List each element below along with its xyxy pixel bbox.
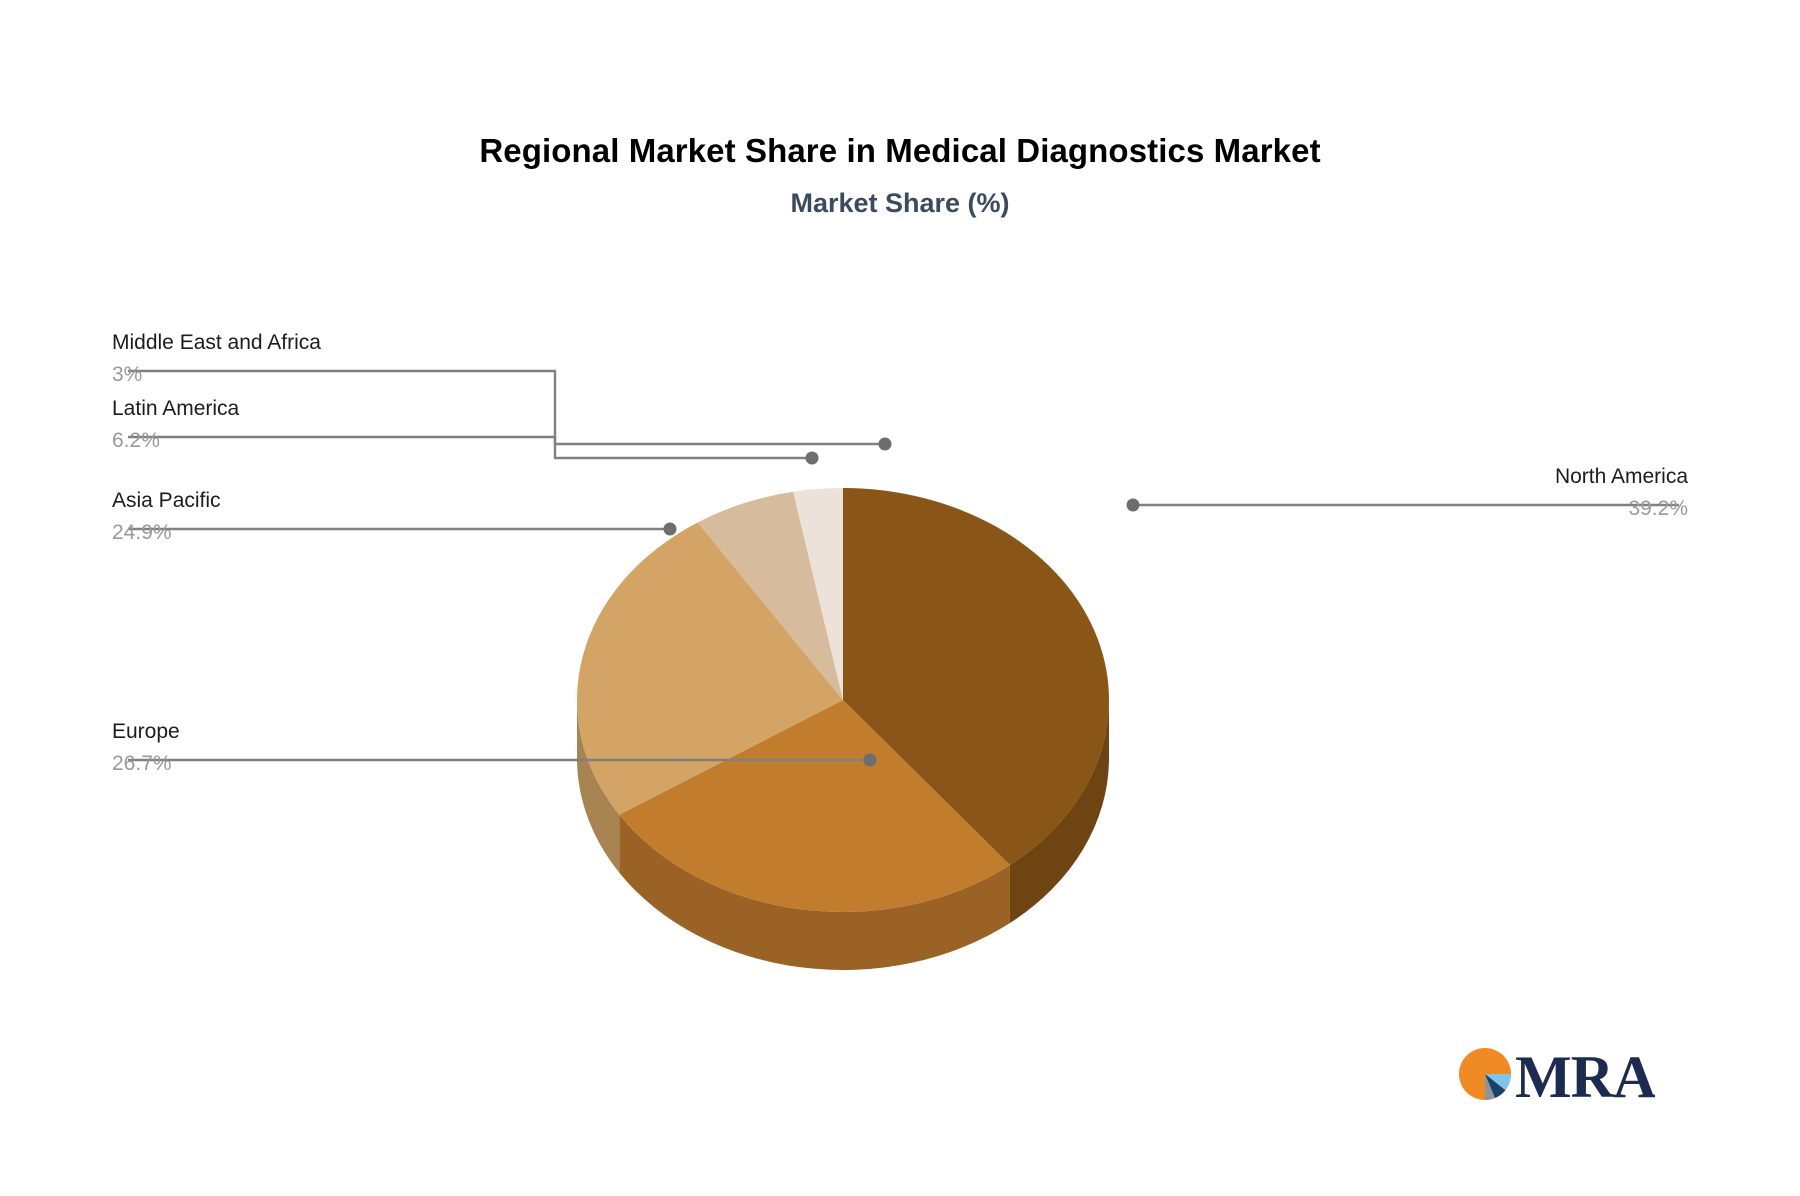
pie-slice-europe[interactable]	[619, 700, 1010, 913]
callout-category-north-america: North America	[1554, 465, 1688, 488]
pie-slice-north-america[interactable]	[843, 488, 1109, 866]
leader-dot-north-america	[1126, 498, 1140, 512]
callout-value-asia-pacific: 24.9%	[112, 520, 172, 544]
pie-depth-sides	[577, 700, 1109, 970]
callout-north-america[interactable]: North America 39.2%	[1555, 464, 1688, 521]
leader-line-latin-america	[128, 435, 812, 460]
pie-side-north-america	[1009, 700, 1109, 924]
callout-asia-pacific[interactable]: Asia Pacific 24.9%	[112, 488, 221, 545]
page-title: Regional Market Share in Medical Diagnos…	[479, 132, 1321, 169]
callout-category-middle-east-and-africa: Middle East and Africa	[112, 331, 321, 354]
callout-europe[interactable]: Europe 26.7%	[112, 719, 180, 776]
callout-category-latin-america: Latin America	[112, 397, 240, 420]
callout-value-latin-america: 6.2%	[112, 428, 160, 452]
leader-dots	[663, 437, 1140, 767]
leader-lines	[128, 369, 1679, 762]
leader-line-middle-east-and-africa	[128, 369, 885, 446]
mra-logo: MRA	[1459, 1044, 1655, 1110]
leader-dot-latin-america	[805, 451, 819, 465]
callout-value-north-america: 39.2%	[1628, 496, 1688, 520]
chart-subtitle: Market Share (%)	[790, 188, 1010, 218]
pie-slice-asia-pacific[interactable]	[577, 522, 843, 815]
leader-dot-middle-east-and-africa	[878, 437, 892, 451]
pie-top-face	[577, 488, 1109, 913]
mra-pie-mark-icon	[1459, 1048, 1512, 1100]
pie-side-asia-pacific	[577, 700, 620, 873]
callout-category-europe: Europe	[112, 720, 180, 743]
callout-value-middle-east-and-africa: 3%	[112, 362, 143, 386]
callout-middle-east-and-africa[interactable]: Middle East and Africa 3%	[112, 330, 321, 387]
callout-latin-america[interactable]: Latin America 6.2%	[112, 396, 239, 453]
leader-dot-asia-pacific	[663, 522, 677, 536]
callout-value-europe: 26.7%	[112, 751, 172, 775]
callout-category-asia-pacific: Asia Pacific	[112, 489, 221, 512]
pie-slice-latin-america[interactable]	[697, 491, 843, 700]
leader-dot-europe	[863, 753, 877, 767]
pie-slice-middle-east-and-africa[interactable]	[793, 488, 843, 700]
mra-wordmark: MRA	[1515, 1044, 1655, 1110]
pie-side-europe	[619, 814, 1010, 970]
